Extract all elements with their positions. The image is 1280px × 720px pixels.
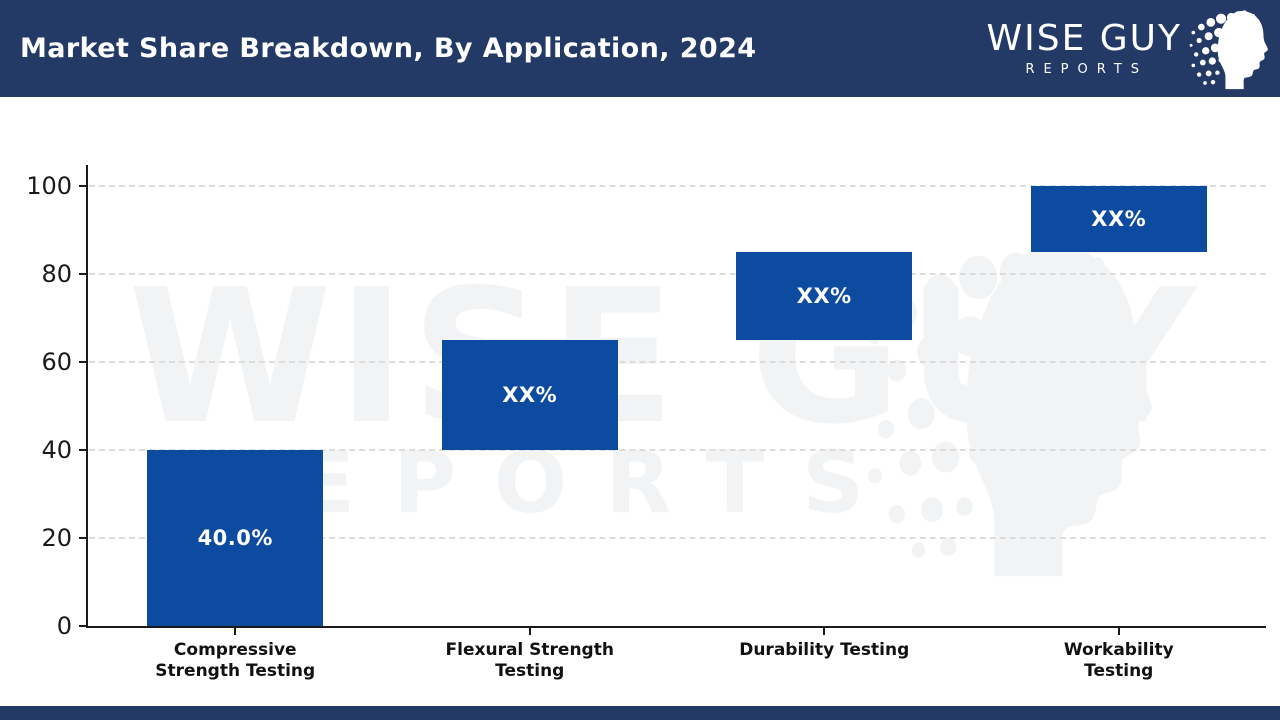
y-tick-label: 80 — [41, 260, 72, 288]
y-tick-label: 60 — [41, 348, 72, 376]
bar-segment: XX% — [441, 340, 618, 450]
y-tick-label: 40 — [41, 436, 72, 464]
y-tick-label: 20 — [41, 524, 72, 552]
x-tick-mark — [234, 628, 237, 635]
footer-bar — [0, 706, 1280, 720]
bar-value-label: XX% — [1091, 207, 1147, 231]
gridline — [89, 185, 1266, 187]
bar-segment: XX% — [1030, 186, 1207, 252]
x-tick-mark — [823, 628, 826, 635]
category-label-line: Compressive — [173, 640, 297, 660]
y-tick-mark — [79, 449, 86, 451]
bar-value-label: XX% — [502, 383, 558, 407]
x-tick-mark — [1117, 628, 1120, 635]
category-label-line: Durability Testing — [739, 640, 910, 660]
bar-value-label: XX% — [796, 284, 852, 308]
x-tick-mark — [528, 628, 531, 635]
category-label: Compressive Strength Testing — [105, 640, 365, 682]
category-label: Workability Testing — [989, 640, 1249, 682]
y-tick-mark — [79, 537, 86, 539]
y-tick-label: 0 — [56, 612, 72, 640]
category-label: Flexural Strength Testing — [400, 640, 660, 682]
gridline — [89, 273, 1266, 275]
logo-subtitle: REPORTS — [1025, 61, 1149, 77]
page-title: Market Share Breakdown, By Application, … — [20, 33, 757, 64]
bar-value-label: 40.0% — [197, 526, 273, 550]
logo-wordmark: WISE GUY — [986, 17, 1182, 59]
category-label-line: Workability — [1063, 640, 1174, 660]
header-bar: Market Share Breakdown, By Application, … — [0, 0, 1280, 97]
category-label-line: Flexural Strength — [445, 640, 614, 660]
y-tick-label: 100 — [26, 172, 72, 200]
bar-segment: 40.0% — [147, 450, 324, 626]
gridline — [89, 449, 1266, 451]
y-tick-mark — [79, 273, 86, 275]
gridline — [89, 537, 1266, 539]
y-tick-mark — [79, 185, 86, 187]
category-label: Durability Testing — [694, 640, 954, 661]
category-label-line: Testing — [495, 661, 565, 681]
brand-logo-text: WISE GUY REPORTS — [986, 17, 1183, 77]
gridline — [89, 361, 1266, 363]
bar-segment: XX% — [736, 252, 913, 340]
y-tick-mark — [79, 361, 86, 363]
y-axis-line — [86, 165, 88, 628]
x-axis-line — [86, 626, 1266, 628]
category-label-line: Strength Testing — [155, 661, 316, 681]
category-label-line: Testing — [1084, 661, 1154, 681]
brand-logo: WISE GUY REPORTS — [987, 7, 1280, 91]
y-tick-mark — [79, 625, 86, 627]
